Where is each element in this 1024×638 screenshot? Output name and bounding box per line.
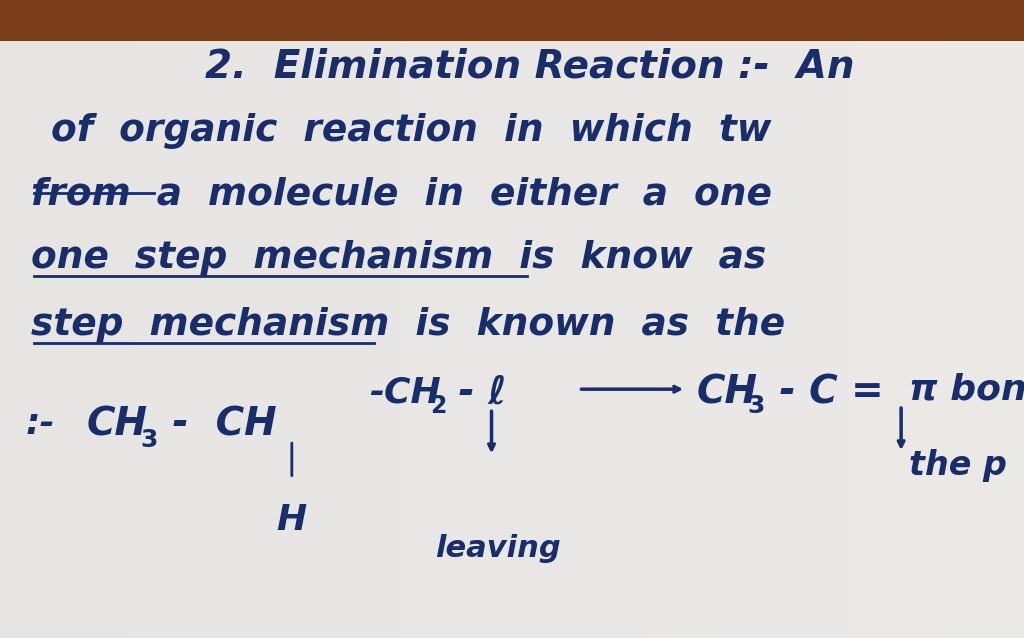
Text: from  a  molecule  in  either  a  one: from a molecule in either a one (31, 177, 772, 212)
Text: - ℓ: - ℓ (445, 373, 507, 412)
Text: -CH: -CH (369, 375, 440, 410)
Text: one  step  mechanism  is  know  as: one step mechanism is know as (31, 241, 766, 276)
Text: CH: CH (696, 373, 758, 412)
Text: 2: 2 (430, 394, 446, 419)
Text: 3: 3 (140, 428, 158, 452)
Text: H: H (276, 503, 307, 537)
Text: leaving: leaving (435, 534, 561, 563)
Text: - C =: - C = (766, 373, 884, 412)
Text: the p: the p (909, 449, 1008, 482)
Text: :-: :- (26, 407, 55, 441)
Text: CH: CH (87, 405, 148, 443)
Text: -  CH: - CH (159, 405, 276, 443)
Text: 2.  Elimination Reaction :-  An: 2. Elimination Reaction :- An (205, 48, 854, 86)
Text: 3: 3 (748, 394, 765, 419)
Text: step  mechanism  is  known  as  the: step mechanism is known as the (31, 308, 784, 343)
Text: π bon: π bon (909, 372, 1024, 406)
Text: of  organic  reaction  in  which  tw: of organic reaction in which tw (51, 113, 771, 149)
